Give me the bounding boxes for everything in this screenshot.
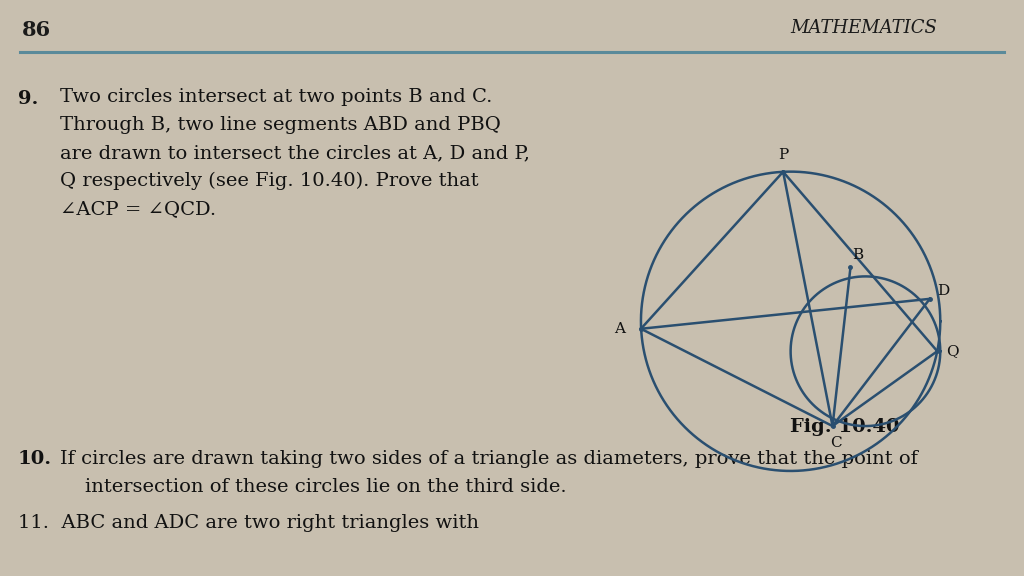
Text: Through B, two line segments ABD and PBQ: Through B, two line segments ABD and PBQ	[60, 116, 501, 134]
Text: B: B	[852, 248, 863, 263]
Text: If circles are drawn taking two sides of a triangle as diameters, prove that the: If circles are drawn taking two sides of…	[60, 450, 918, 468]
Text: ∠ACP = ∠QCD.: ∠ACP = ∠QCD.	[60, 200, 216, 218]
Text: 9.: 9.	[18, 90, 38, 108]
Text: Q respectively (see Fig. 10.40). Prove that: Q respectively (see Fig. 10.40). Prove t…	[60, 172, 478, 190]
Text: A: A	[614, 322, 626, 336]
Text: Q: Q	[946, 344, 958, 358]
Text: C: C	[829, 435, 842, 449]
Text: 10.: 10.	[18, 450, 52, 468]
Text: MATHEMATICS: MATHEMATICS	[790, 19, 937, 37]
Text: P: P	[778, 148, 788, 162]
Text: Fig. 10.40: Fig. 10.40	[791, 418, 900, 436]
Text: are drawn to intersect the circles at A, D and P,: are drawn to intersect the circles at A,…	[60, 144, 529, 162]
Text: intersection of these circles lie on the third side.: intersection of these circles lie on the…	[60, 478, 566, 496]
Text: 86: 86	[22, 20, 51, 40]
Text: D: D	[937, 285, 949, 298]
Text: Two circles intersect at two points B and C.: Two circles intersect at two points B an…	[60, 88, 493, 106]
Text: 11.  ABC and ADC are two right triangles with: 11. ABC and ADC are two right triangles …	[18, 514, 479, 532]
